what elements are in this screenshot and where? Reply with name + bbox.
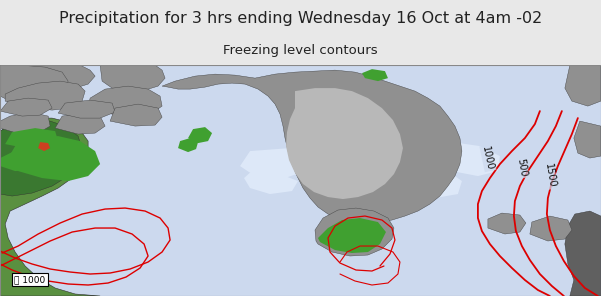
Polygon shape [0, 112, 50, 134]
Polygon shape [530, 216, 572, 241]
Polygon shape [318, 218, 386, 253]
Polygon shape [5, 128, 58, 148]
Text: Freezing level contours: Freezing level contours [223, 44, 378, 57]
Polygon shape [0, 98, 52, 116]
Polygon shape [178, 138, 198, 152]
Polygon shape [5, 81, 85, 110]
Polygon shape [58, 100, 115, 118]
Polygon shape [240, 148, 310, 178]
Polygon shape [162, 70, 462, 223]
Polygon shape [0, 65, 68, 104]
Polygon shape [565, 65, 601, 106]
Polygon shape [315, 208, 394, 256]
Polygon shape [286, 88, 403, 199]
Text: 1000: 1000 [480, 145, 495, 171]
Text: ⦻ 1000: ⦻ 1000 [14, 275, 46, 284]
Polygon shape [0, 65, 95, 90]
Polygon shape [244, 168, 298, 194]
Polygon shape [0, 152, 38, 171]
Text: Precipitation for 3 hrs ending Wednesday 16 Oct at 4am -02: Precipitation for 3 hrs ending Wednesday… [59, 11, 542, 26]
Polygon shape [88, 86, 162, 116]
Text: 500: 500 [515, 158, 528, 178]
Polygon shape [110, 104, 162, 126]
Text: 1500: 1500 [543, 163, 557, 189]
Polygon shape [488, 213, 526, 234]
Polygon shape [565, 211, 601, 296]
Polygon shape [100, 65, 165, 91]
Polygon shape [440, 141, 500, 176]
Polygon shape [38, 142, 50, 151]
Polygon shape [55, 113, 105, 134]
Polygon shape [408, 166, 462, 198]
Polygon shape [362, 69, 388, 81]
Polygon shape [8, 136, 100, 181]
Polygon shape [0, 118, 100, 296]
Polygon shape [188, 127, 212, 143]
Polygon shape [0, 120, 82, 196]
Polygon shape [574, 121, 601, 158]
